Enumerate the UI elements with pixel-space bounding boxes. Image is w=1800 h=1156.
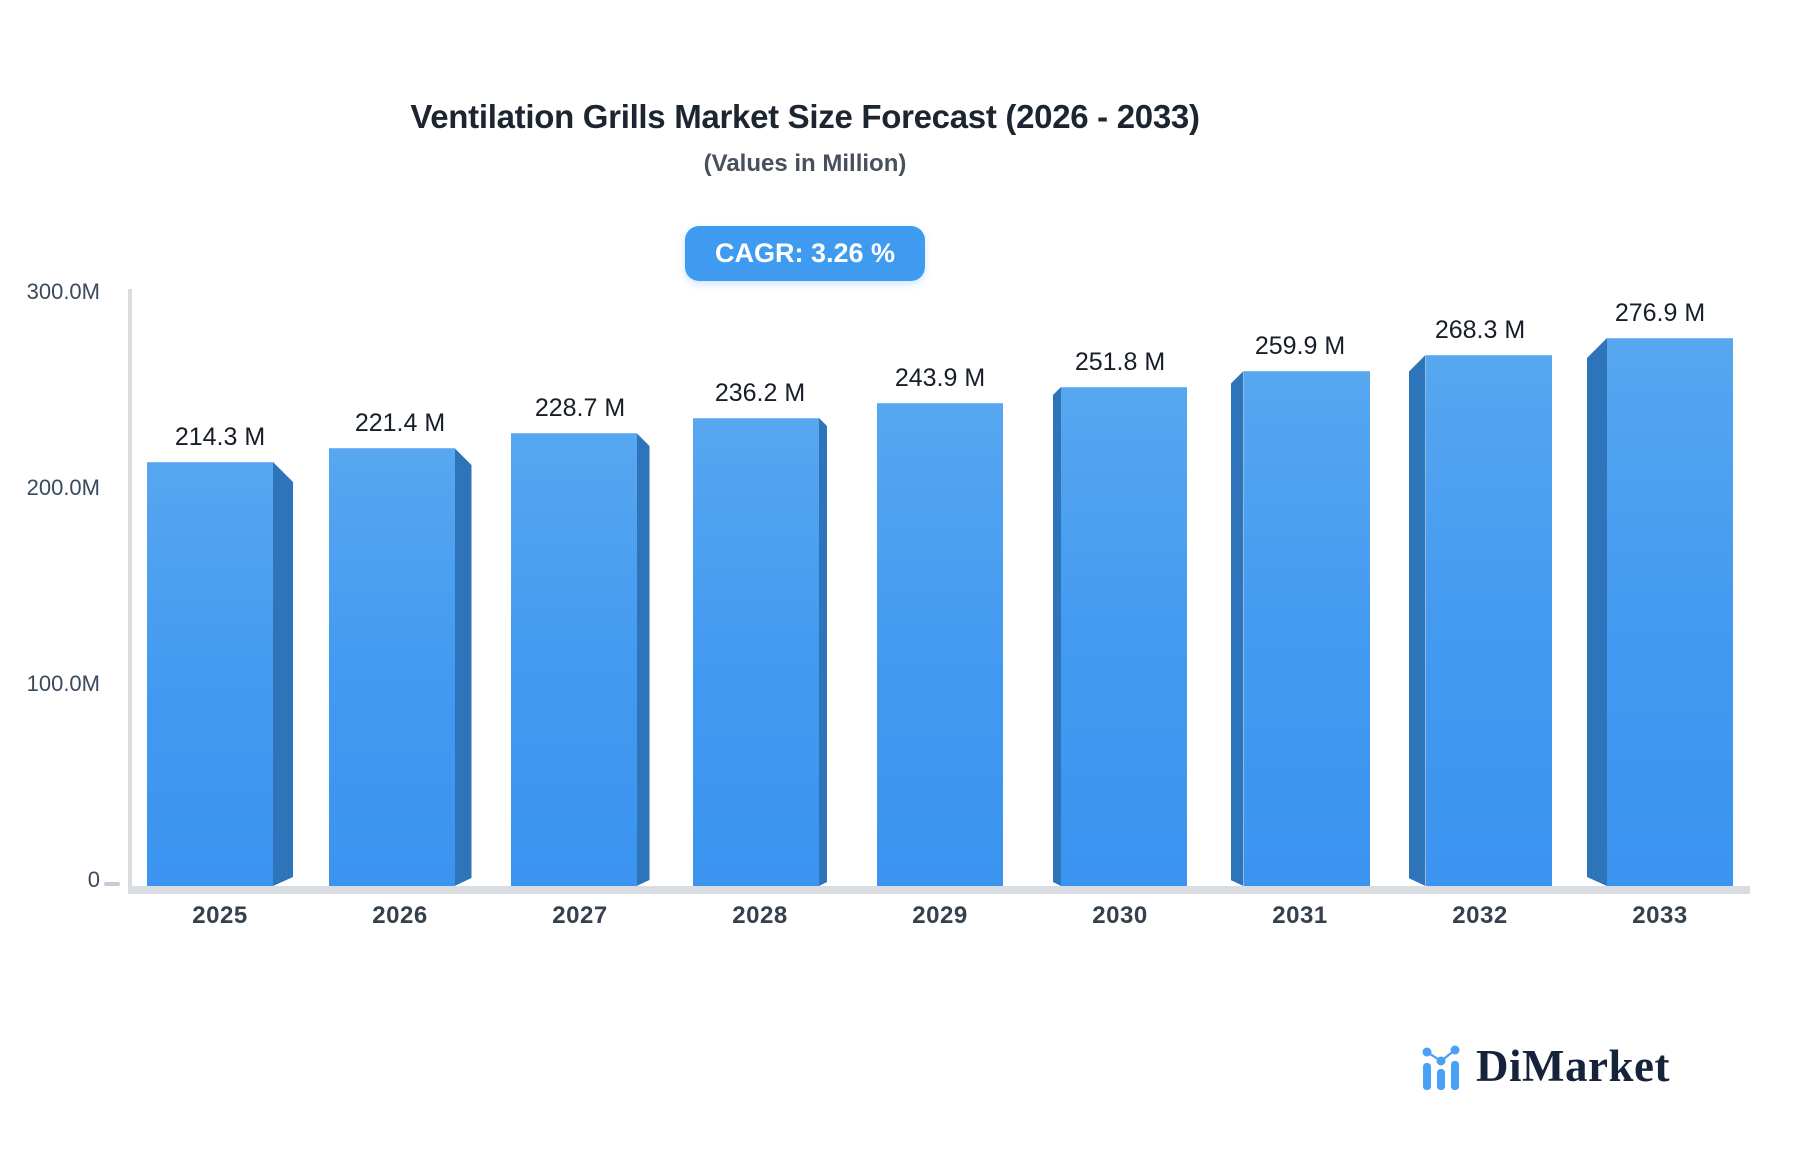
bar-2030 — [1061, 387, 1187, 886]
bar-value-label: 251.8 M — [1074, 348, 1166, 376]
bar-slot-2028: 236.2 M 2028 — [670, 292, 850, 929]
y-tick-label-200m: 200.0M — [26, 475, 100, 500]
bar-value-label: 236.2 M — [714, 379, 806, 407]
chart-subtitle: (Values in Million) — [703, 150, 907, 177]
bar-value-label: 228.7 M — [534, 394, 626, 422]
x-tick-label: 2032 — [1452, 902, 1508, 929]
bar-3d-side — [1053, 387, 1061, 886]
bar-value-label: 259.9 M — [1254, 332, 1346, 360]
bar-slot-2033: 276.9 M 2033 — [1570, 292, 1750, 929]
x-axis-baseline — [128, 886, 1750, 894]
bar-3d-side — [273, 462, 293, 886]
cagr-badge: CAGR: 3.26 % — [684, 226, 926, 281]
bar-2033 — [1607, 338, 1733, 886]
zero-tick-mark — [104, 882, 120, 886]
bar-value-label: 243.9 M — [894, 364, 986, 392]
bar-slot-2027: 228.7 M 2027 — [490, 292, 670, 929]
bar-2025 — [147, 462, 273, 886]
bar-slot-2030: 251.8 M 2030 — [1030, 292, 1210, 929]
bar-3d-side — [1409, 355, 1426, 886]
bar-value-label: 214.3 M — [174, 423, 266, 451]
x-tick-label: 2027 — [552, 902, 608, 929]
brand-logo-text: DiMarket — [1476, 1041, 1670, 1091]
bar-slot-2025: 214.3 M 2025 — [130, 292, 310, 929]
x-tick-label: 2026 — [372, 902, 428, 929]
y-tick-label-0: 0 — [87, 867, 100, 892]
bar-2029 — [877, 403, 1003, 886]
x-tick-label: 2033 — [1632, 902, 1688, 929]
x-tick-label: 2030 — [1092, 902, 1148, 929]
bar-value-label: 276.9 M — [1614, 299, 1706, 327]
brand-logo: DiMarket — [1420, 1040, 1670, 1092]
bar-chart-logo-icon — [1422, 1045, 1460, 1090]
bar-3d-side — [1231, 371, 1244, 886]
y-tick-label-300m: 300.0M — [26, 279, 100, 304]
bar-3d-side — [1587, 338, 1607, 886]
bar-value-label: 221.4 M — [354, 409, 446, 437]
bar-slot-2031: 259.9 M 2031 — [1210, 292, 1390, 929]
bar-slot-2032: 268.3 M 2032 — [1390, 292, 1570, 929]
bar-3d-side — [819, 418, 827, 886]
x-tick-label: 2028 — [732, 902, 788, 929]
bar-3d-side — [637, 433, 650, 886]
plot-area: 214.3 M 2025 221.4 M 2026 228.7 M 2027 236.2 M… — [130, 292, 1750, 929]
bar-2028 — [693, 418, 819, 886]
x-tick-label: 2029 — [912, 902, 968, 929]
chart-title: Ventilation Grills Market Size Forecast … — [410, 98, 1200, 135]
bar-2032 — [1425, 355, 1552, 886]
bar-2031 — [1243, 371, 1370, 886]
bar-slot-2026: 221.4 M 2026 — [310, 292, 490, 929]
bar-3d-side — [455, 448, 472, 886]
x-tick-label: 2031 — [1272, 902, 1328, 929]
bar-2026 — [328, 448, 455, 886]
y-axis-line — [128, 289, 132, 893]
bar-slot-2029: 243.9 M 2029 — [850, 292, 1030, 929]
x-tick-label: 2025 — [192, 902, 248, 929]
bar-value-label: 268.3 M — [1434, 316, 1526, 344]
y-tick-label-100m: 100.0M — [26, 671, 100, 696]
bar-2027 — [510, 433, 637, 886]
